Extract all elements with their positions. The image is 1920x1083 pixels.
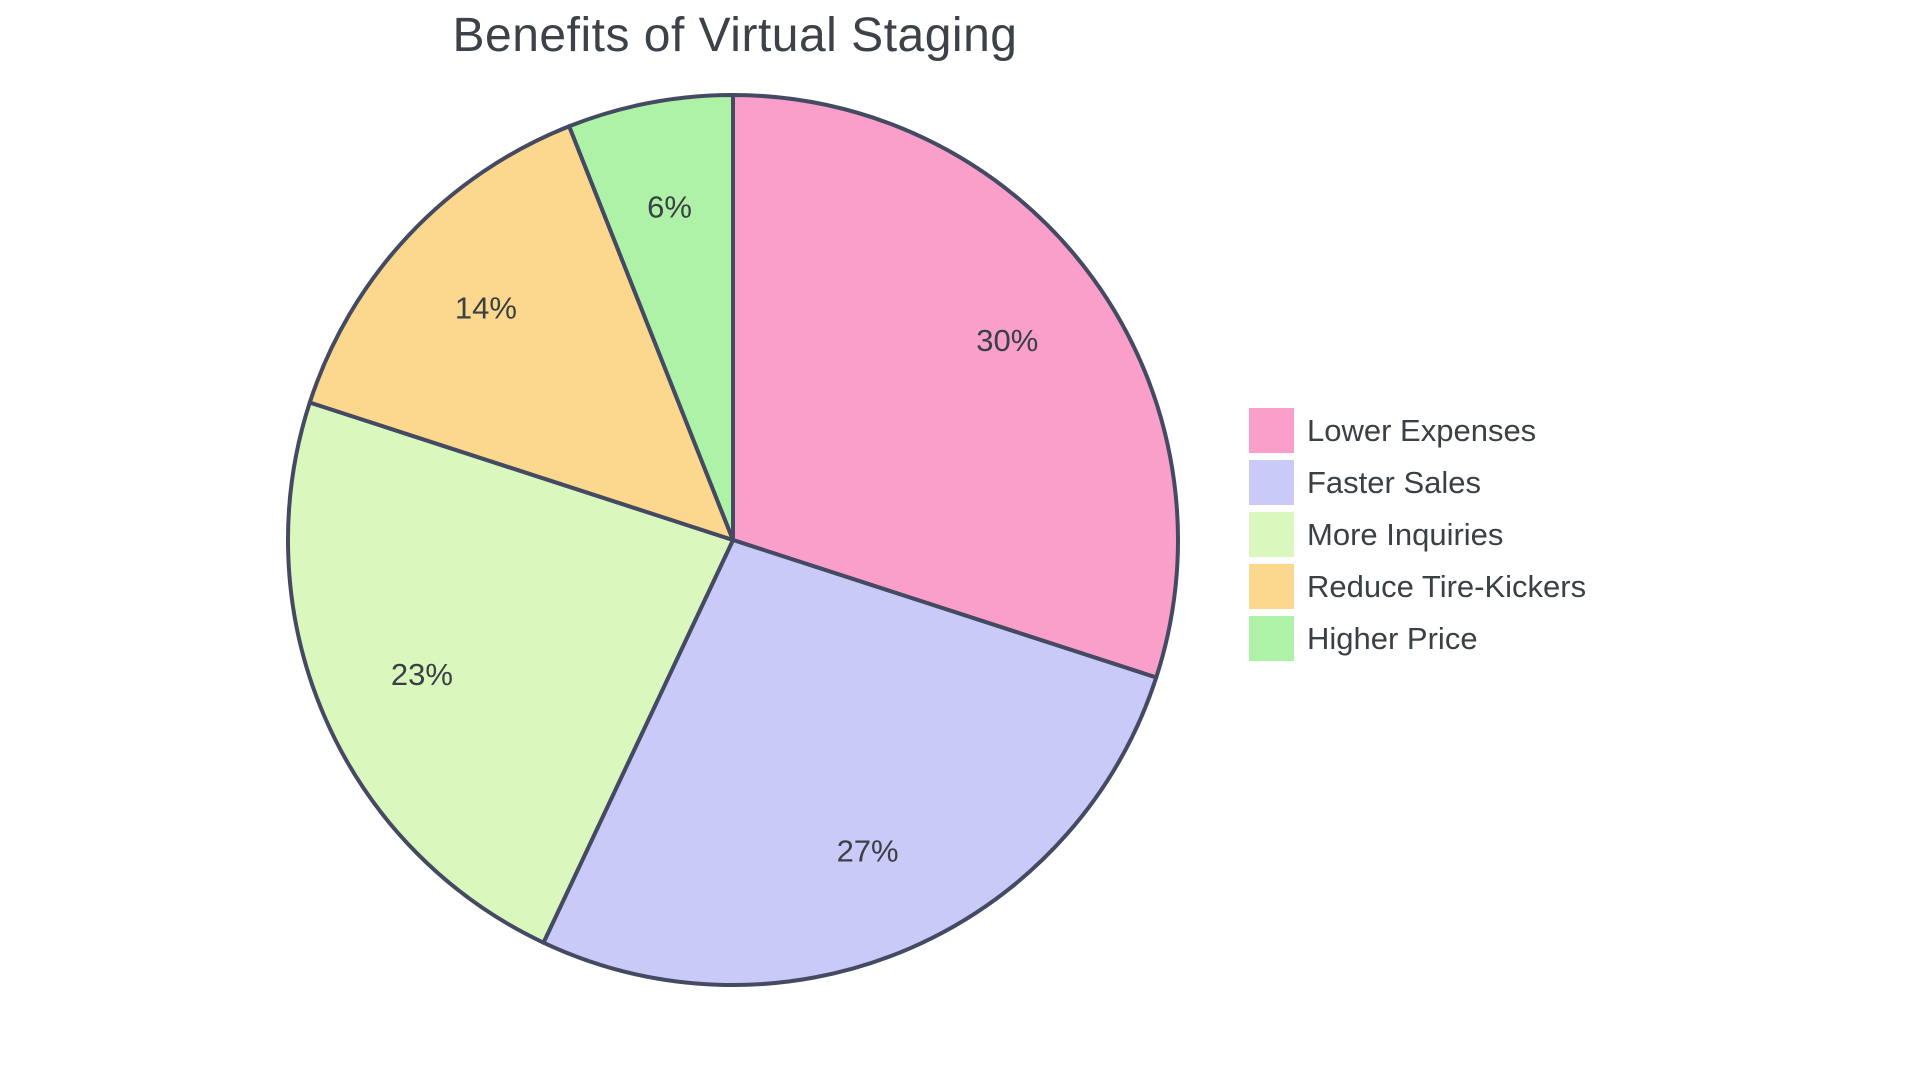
legend-swatch-more-inquiries: [1249, 512, 1294, 557]
legend-swatch-faster-sales: [1249, 460, 1294, 505]
legend-label-reduce-tire-kickers: Reduce Tire-Kickers: [1307, 568, 1587, 604]
legend-item-lower-expenses: Lower Expenses: [1249, 408, 1586, 453]
pie-slice-faster-sales: [541, 538, 1159, 987]
legend-item-higher-price: Higher Price: [1249, 616, 1586, 661]
legend-swatch-lower-expenses: [1249, 408, 1294, 453]
legend: Lower Expenses Faster Sales More Inquiries…: [1249, 408, 1586, 668]
legend-item-reduce-tire-kickers: Reduce Tire-Kickers: [1249, 564, 1586, 609]
pie-slice-pct-label-lower-expenses: 30%: [976, 323, 1038, 358]
legend-label-faster-sales: Faster Sales: [1307, 464, 1482, 500]
legend-swatch-reduce-tire-kickers: [1249, 564, 1294, 609]
legend-label-lower-expenses: Lower Expenses: [1307, 412, 1537, 448]
legend-item-more-inquiries: More Inquiries: [1249, 512, 1586, 557]
legend-label-more-inquiries: More Inquiries: [1307, 516, 1504, 552]
pie-chart: 30% 27% 23% 14% 6%: [286, 93, 1180, 987]
pie-slice-reduce-tire-kickers: [307, 124, 735, 542]
pie-slice-lower-expenses: [731, 93, 1180, 680]
chart-title: Benefits of Virtual Staging: [452, 9, 1018, 62]
legend-item-faster-sales: Faster Sales: [1249, 460, 1586, 505]
pie-slice-pct-label-higher-price: 6%: [647, 190, 692, 225]
pie-slice-more-inquiries: [286, 400, 735, 945]
pie-slice-pct-label-more-inquiries: 23%: [391, 657, 453, 692]
pie-slice-pct-label-faster-sales: 27%: [837, 834, 899, 869]
pie-slice-pct-label-reduce-tire-kickers: 14%: [455, 290, 517, 325]
pie-slice-higher-price: [567, 93, 735, 542]
legend-label-higher-price: Higher Price: [1307, 620, 1478, 656]
legend-swatch-higher-price: [1249, 616, 1294, 661]
